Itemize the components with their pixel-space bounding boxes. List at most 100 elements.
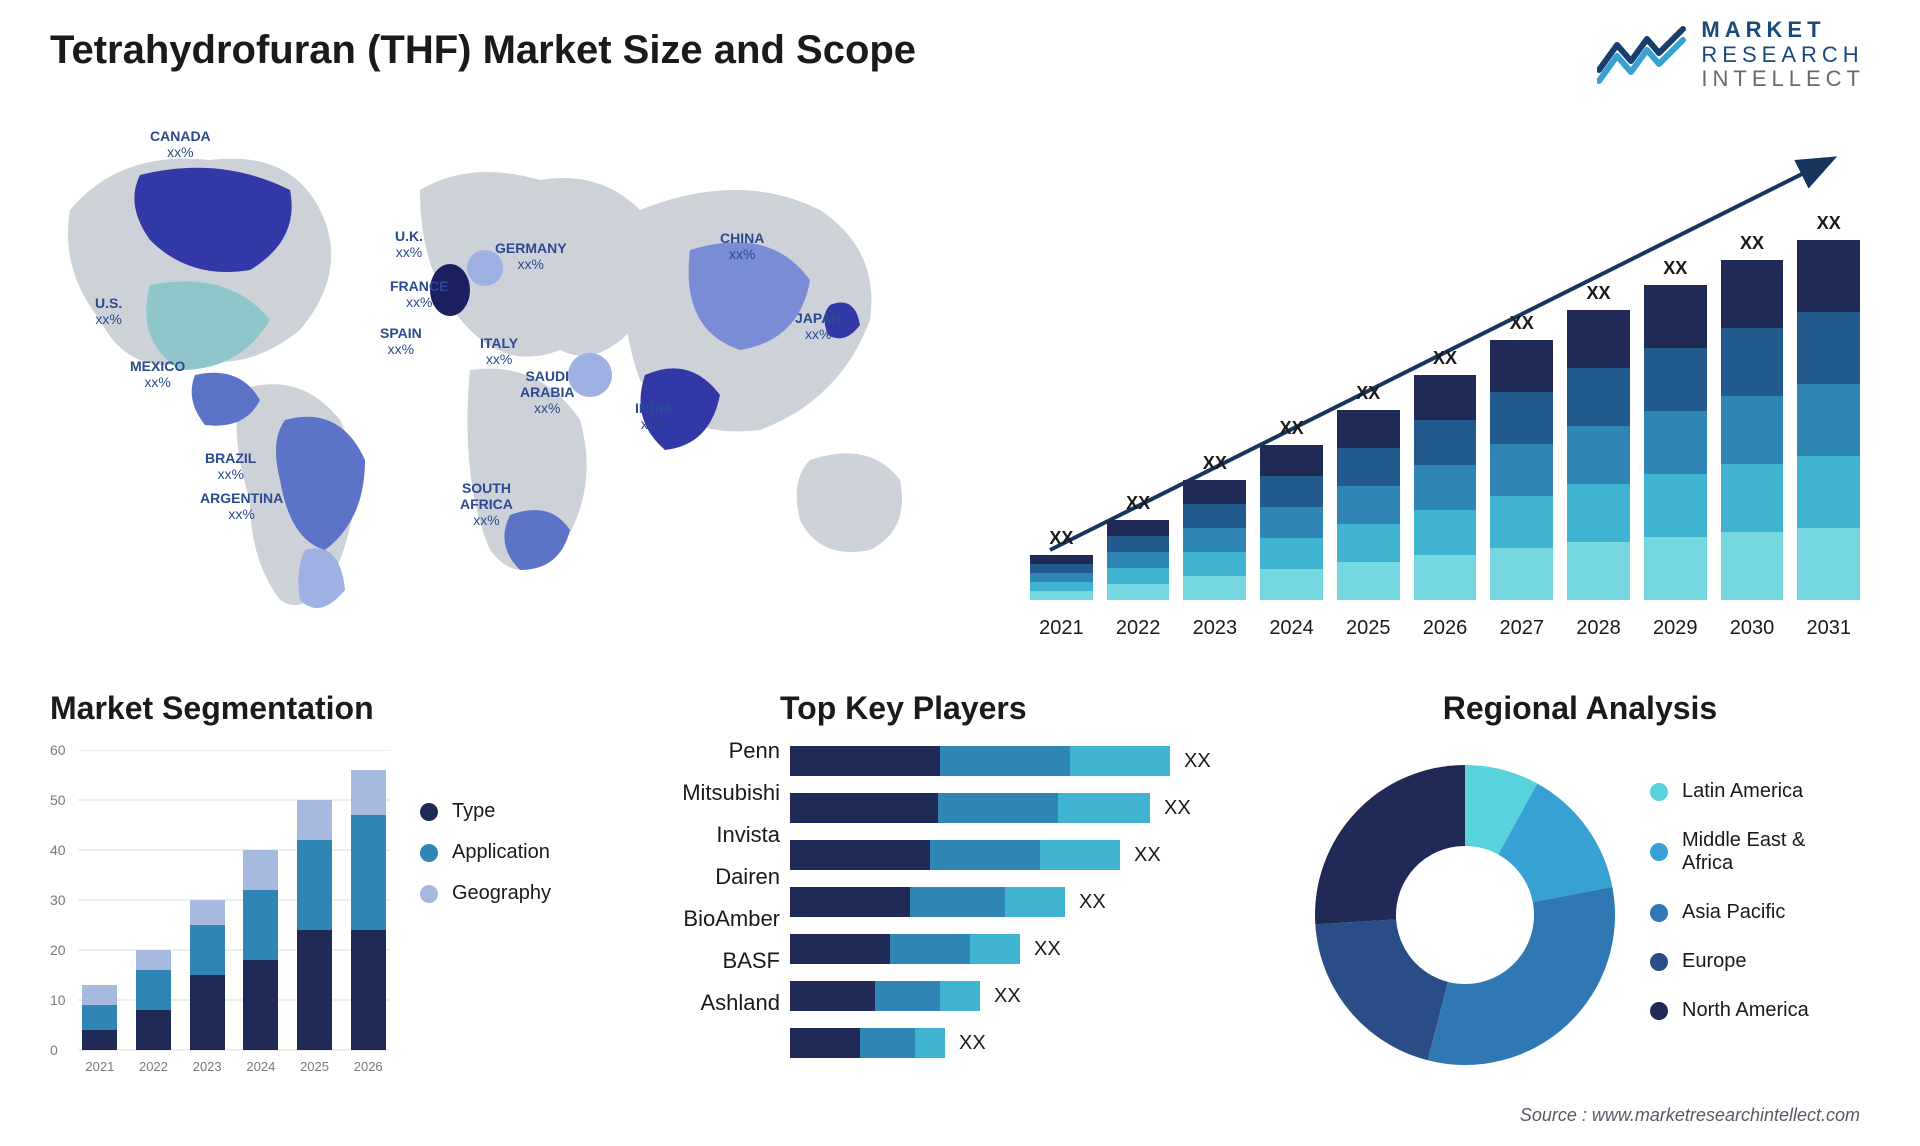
world-map-panel: CANADAxx% U.S.xx% MEXICOxx% BRAZILxx% ARGENT… xyxy=(40,120,960,640)
legend-swatch-icon xyxy=(1650,843,1668,861)
map-country-label: GERMANYxx% xyxy=(495,240,567,272)
player-value: XX xyxy=(1134,844,1161,867)
growth-year-label: 2028 xyxy=(1567,617,1630,640)
player-name: Invista xyxy=(716,822,780,848)
legend-item: Geography xyxy=(420,882,551,905)
player-value: XX xyxy=(994,985,1021,1008)
player-name: BASF xyxy=(723,948,780,974)
growth-bar: XX xyxy=(1721,233,1784,600)
growth-bar: XX xyxy=(1183,453,1246,600)
regional-panel: Regional Analysis Latin AmericaMiddle Ea… xyxy=(1300,690,1860,745)
map-country-label: SOUTHAFRICAxx% xyxy=(460,480,513,528)
growth-bar: XX xyxy=(1337,383,1400,600)
player-value: XX xyxy=(1034,938,1061,961)
map-country-label: U.S.xx% xyxy=(95,295,122,327)
legend-item: Application xyxy=(420,841,551,864)
growth-year-label: 2023 xyxy=(1183,617,1246,640)
player-bar-row: XX xyxy=(790,981,1250,1011)
player-value: XX xyxy=(959,1032,986,1055)
growth-bar: XX xyxy=(1797,213,1860,600)
legend-swatch-icon xyxy=(1650,904,1668,922)
map-country-label: ARGENTINAxx% xyxy=(200,490,283,522)
brand-logo: MARKET RESEARCH INTELLECT xyxy=(1597,18,1865,92)
legend-item: Asia Pacific xyxy=(1650,901,1809,924)
growth-bar: XX xyxy=(1490,313,1553,600)
legend-item: Latin America xyxy=(1650,780,1809,803)
growth-bar-value: XX xyxy=(1510,313,1534,334)
growth-bar-value: XX xyxy=(1126,493,1150,514)
growth-year-label: 2024 xyxy=(1260,617,1323,640)
player-value: XX xyxy=(1164,797,1191,820)
donut-slice xyxy=(1428,887,1615,1065)
player-bar-row: XX xyxy=(790,934,1250,964)
page-title: Tetrahydrofuran (THF) Market Size and Sc… xyxy=(50,28,916,73)
map-country-label: INDIAxx% xyxy=(635,400,673,432)
growth-bar: XX xyxy=(1107,493,1170,600)
player-value: XX xyxy=(1184,750,1211,773)
growth-bar-value: XX xyxy=(1203,453,1227,474)
growth-bar-value: XX xyxy=(1356,383,1380,404)
segmentation-panel: Market Segmentation 20212022202320242025… xyxy=(50,690,610,745)
seg-year-label: 2023 xyxy=(185,1059,229,1074)
segmentation-legend: Type Application Geography xyxy=(420,800,551,905)
player-bar-row: XX xyxy=(790,887,1250,917)
regional-title: Regional Analysis xyxy=(1300,690,1860,727)
legend-swatch-icon xyxy=(420,885,438,903)
seg-year-label: 2025 xyxy=(293,1059,337,1074)
growth-year-label: 2027 xyxy=(1490,617,1553,640)
map-country-label: SPAINxx% xyxy=(380,325,422,357)
seg-year-label: 2024 xyxy=(239,1059,283,1074)
legend-swatch-icon xyxy=(1650,953,1668,971)
player-name: BioAmber xyxy=(683,906,780,932)
segmentation-chart: 202120222023202420252026 0102030405060 xyxy=(50,750,390,1080)
growth-bar: XX xyxy=(1030,528,1093,600)
map-country-label: JAPANxx% xyxy=(795,310,841,342)
player-name: Mitsubishi xyxy=(682,780,780,806)
growth-year-label: 2031 xyxy=(1797,617,1860,640)
legend-swatch-icon xyxy=(1650,783,1668,801)
legend-swatch-icon xyxy=(420,803,438,821)
player-name: Dairen xyxy=(715,864,780,890)
growth-bar-value: XX xyxy=(1587,283,1611,304)
legend-item: Type xyxy=(420,800,551,823)
legend-item: North America xyxy=(1650,999,1809,1022)
growth-year-label: 2026 xyxy=(1414,617,1477,640)
seg-bar xyxy=(239,850,283,1050)
growth-bar-chart: XXXXXXXXXXXXXXXXXXXXXX 20212022202320242… xyxy=(1030,150,1860,640)
map-country-label: BRAZILxx% xyxy=(205,450,256,482)
map-country-label: CHINAxx% xyxy=(720,230,764,262)
seg-bar xyxy=(346,770,390,1050)
donut-slice xyxy=(1315,919,1448,1060)
logo-mark-icon xyxy=(1597,25,1687,85)
map-country-label: U.K.xx% xyxy=(395,228,423,260)
logo-text: MARKET RESEARCH INTELLECT xyxy=(1701,18,1865,92)
player-name: Penn xyxy=(729,738,780,764)
players-names: Penn Mitsubishi Invista Dairen BioAmber BASF A… xyxy=(630,738,780,1016)
map-country-label: SAUDIARABIAxx% xyxy=(520,368,574,416)
map-country-label: ITALYxx% xyxy=(480,335,518,367)
seg-bar xyxy=(293,800,337,1050)
source-note: Source : www.marketresearchintellect.com xyxy=(1520,1105,1860,1126)
seg-ytick: 20 xyxy=(50,942,66,958)
map-country-label: MEXICOxx% xyxy=(130,358,185,390)
growth-bar-value: XX xyxy=(1433,348,1457,369)
seg-ytick: 30 xyxy=(50,892,66,908)
player-name: Ashland xyxy=(700,990,780,1016)
map-country-label: FRANCExx% xyxy=(390,278,448,310)
seg-ytick: 50 xyxy=(50,792,66,808)
player-bar-row: XX xyxy=(790,1028,1250,1058)
seg-ytick: 40 xyxy=(50,842,66,858)
seg-year-label: 2026 xyxy=(346,1059,390,1074)
growth-bar-value: XX xyxy=(1740,233,1764,254)
growth-bar: XX xyxy=(1567,283,1630,600)
growth-year-label: 2021 xyxy=(1030,617,1093,640)
seg-bar xyxy=(185,900,229,1050)
map-country-label: CANADAxx% xyxy=(150,128,211,160)
legend-swatch-icon xyxy=(1650,1002,1668,1020)
player-bar-row: XX xyxy=(790,793,1250,823)
regional-legend: Latin AmericaMiddle East &AfricaAsia Pac… xyxy=(1650,780,1809,1022)
seg-bar xyxy=(78,985,122,1050)
seg-ytick: 0 xyxy=(50,1042,58,1058)
growth-year-label: 2029 xyxy=(1644,617,1707,640)
seg-ytick: 10 xyxy=(50,992,66,1008)
